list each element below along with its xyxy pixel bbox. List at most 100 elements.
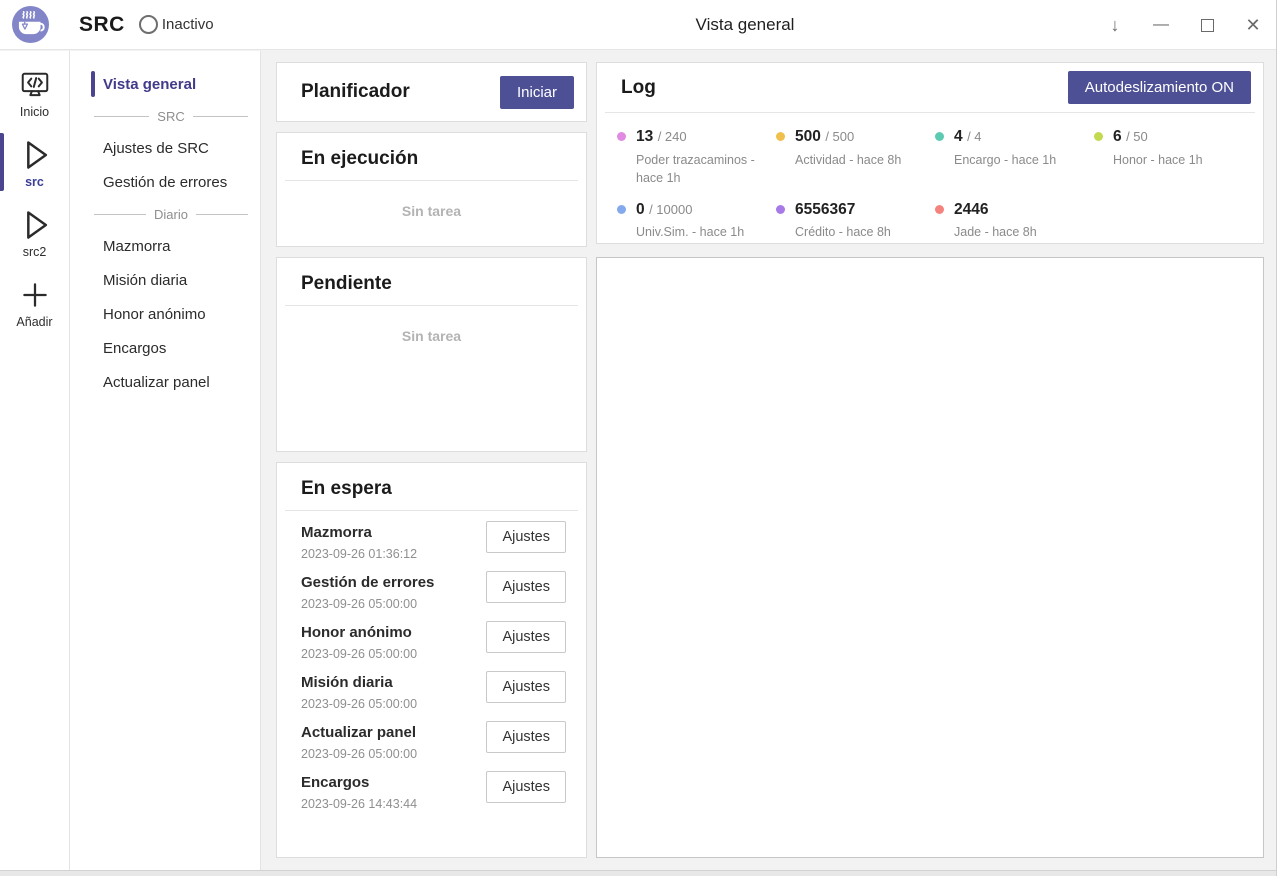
task-settings-button[interactable]: Ajustes: [486, 671, 566, 703]
task-settings-button[interactable]: Ajustes: [486, 571, 566, 603]
status-ring-icon: [138, 15, 158, 34]
sidebar-item-vista-general[interactable]: Vista general: [70, 67, 260, 101]
close-button[interactable]: ✕: [1230, 0, 1276, 50]
section-label: SRC: [157, 108, 185, 124]
sidebar-item-label: Honor anónimo: [103, 305, 206, 323]
waiting-item-info: Gestión de errores 2023-09-26 05:00:00: [301, 571, 434, 611]
section-label: Diario: [154, 206, 188, 222]
task-name: Encargos: [301, 774, 370, 791]
maximize-icon: [1200, 18, 1214, 32]
task-settings-button[interactable]: Ajustes: [486, 721, 566, 753]
sidebar-item-ajustes-src[interactable]: Ajustes de SRC: [70, 131, 260, 165]
scheduler-title: Planificador: [301, 81, 410, 102]
stat-value: 6: [1113, 128, 1122, 145]
rail-item-label: Añadir: [16, 315, 53, 329]
stat-honor: 6 / 50 Honor - hace 1h: [1094, 127, 1253, 187]
task-name: Mazmorra: [301, 524, 372, 541]
close-icon: ✕: [1245, 14, 1261, 35]
sidebar-item-label: Vista general: [103, 75, 197, 93]
task-name: Misión diaria: [301, 674, 393, 691]
play-icon: [15, 137, 55, 173]
sidebar-item-actualizar-panel[interactable]: Actualizar panel: [70, 365, 260, 399]
task-settings-button[interactable]: Ajustes: [486, 771, 566, 803]
sidebar-item-honor-anonimo[interactable]: Honor anónimo: [70, 297, 260, 331]
rail-item-inicio[interactable]: Inicio: [0, 61, 69, 127]
stat-value: 2446: [954, 200, 989, 218]
hide-window-button[interactable]: ↓: [1092, 0, 1138, 50]
sidebar-item-label: Ajustes de SRC: [103, 139, 209, 157]
stat-credit: 6556367 Crédito - hace 8h: [776, 200, 935, 242]
log-output-panel: [596, 257, 1264, 858]
stat-sanity: 13 / 240 Poder trazacaminos - hace 1h: [617, 127, 776, 187]
rail-item-label: src2: [22, 245, 47, 259]
stat-label: Crédito - hace 8h: [795, 225, 891, 240]
stat-univ-sim: 0 / 10000 Univ.Sim. - hace 1h: [617, 200, 776, 242]
task-name: Honor anónimo: [301, 624, 412, 641]
maximize-button[interactable]: [1184, 0, 1230, 50]
rail-item-src2[interactable]: src2: [0, 201, 69, 267]
pending-title: Pendiente: [301, 273, 392, 294]
stat-value: 4: [954, 128, 963, 145]
pending-card: Pendiente Sin tarea: [276, 257, 587, 452]
sidebar: Vista general SRC Ajustes de SRC Gestión…: [70, 51, 261, 870]
task-settings-button[interactable]: Ajustes: [486, 521, 566, 553]
pending-empty-text: Sin tarea: [401, 328, 462, 344]
stat-denom: / 50: [1126, 129, 1148, 144]
minimize-button[interactable]: —: [1138, 0, 1184, 50]
window-bottom-edge: [0, 870, 1276, 876]
task-time: 2023-09-26 05:00:00: [301, 597, 418, 611]
play-icon: [15, 207, 55, 243]
divider: [285, 180, 578, 181]
stat-value: 13: [636, 128, 654, 145]
page-title: Vista general: [695, 14, 795, 34]
waiting-item-info: Honor anónimo 2023-09-26 05:00:00: [301, 621, 417, 661]
rail-item-label: Inicio: [19, 105, 50, 119]
divider: [285, 510, 578, 511]
task-time: 2023-09-26 05:00:00: [301, 697, 418, 711]
log-card: Log Autodeslizamiento ON 13 / 240 Poder …: [596, 62, 1264, 244]
waiting-item: Gestión de errores 2023-09-26 05:00:00 A…: [301, 571, 566, 621]
rail-item-add[interactable]: Añadir: [0, 271, 69, 337]
stat-denom: / 240: [657, 129, 687, 144]
log-stats-grid: 13 / 240 Poder trazacaminos - hace 1h 50…: [597, 113, 1263, 242]
waiting-item-info: Mazmorra 2023-09-26 01:36:12: [301, 521, 417, 561]
window-controls: ↓ — ✕: [1092, 0, 1276, 50]
autoscroll-toggle-button[interactable]: Autodeslizamiento ON: [1067, 71, 1251, 104]
stat-dot-icon: [776, 132, 785, 141]
stat-activity: 500 / 500 Actividad - hace 8h: [776, 127, 935, 187]
divider: [605, 112, 1255, 113]
start-button[interactable]: Iniciar: [499, 75, 574, 109]
task-name: Actualizar panel: [301, 724, 417, 741]
waiting-list: Mazmorra 2023-09-26 01:36:12 Ajustes Ges…: [277, 511, 586, 821]
task-settings-button[interactable]: Ajustes: [486, 621, 566, 653]
stat-label: Actividad - hace 8h: [795, 152, 902, 167]
sidebar-item-label: Misión diaria: [103, 271, 188, 289]
stat-label: Encargo - hace 1h: [954, 152, 1057, 167]
sidebar-item-mazmorra[interactable]: Mazmorra: [70, 229, 260, 263]
waiting-item: Honor anónimo 2023-09-26 05:00:00 Ajuste…: [301, 621, 566, 671]
stat-dot-icon: [1094, 132, 1103, 141]
sidebar-item-mision-diaria[interactable]: Misión diaria: [70, 263, 260, 297]
sidebar-item-encargos[interactable]: Encargos: [70, 331, 260, 365]
sidebar-item-label: Encargos: [103, 339, 167, 357]
stat-label: Honor - hace 1h: [1113, 152, 1203, 167]
stat-dot-icon: [935, 204, 944, 214]
stat-label: Univ.Sim. - hace 1h: [636, 225, 745, 240]
running-title: En ejecución: [301, 148, 419, 169]
task-time: 2023-09-26 05:00:00: [301, 747, 418, 761]
stat-label: Poder trazacaminos - hace 1h: [636, 152, 755, 185]
rail-item-src[interactable]: src: [0, 131, 69, 197]
app-name: SRC: [79, 12, 125, 36]
stat-dot-icon: [617, 132, 626, 141]
sidebar-section-diario: Diario: [70, 199, 260, 229]
minimize-icon: —: [1153, 16, 1169, 33]
sidebar-section-src: SRC: [70, 101, 260, 131]
stat-jade: 2446 Jade - hace 8h: [935, 200, 1094, 242]
home-code-monitor-icon: [19, 67, 51, 103]
task-time: 2023-09-26 14:43:44: [301, 797, 418, 811]
sidebar-item-gestion-errores[interactable]: Gestión de errores: [70, 165, 260, 199]
sidebar-item-label: Gestión de errores: [103, 173, 228, 191]
divider-line: [195, 213, 248, 215]
log-header: Log Autodeslizamiento ON: [597, 63, 1263, 112]
